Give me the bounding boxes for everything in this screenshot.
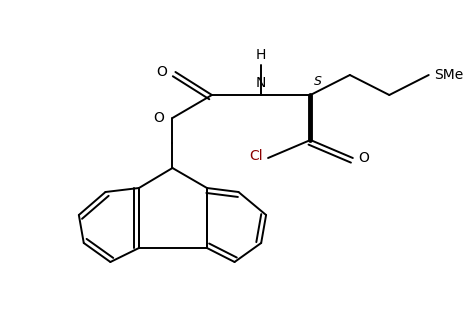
Text: S: S	[314, 75, 322, 88]
Text: O: O	[157, 65, 167, 79]
Text: N: N	[256, 76, 266, 90]
Text: H: H	[256, 48, 266, 62]
Text: O: O	[154, 111, 165, 125]
Text: Cl: Cl	[250, 149, 263, 163]
Text: SMe: SMe	[434, 68, 463, 82]
Text: O: O	[359, 151, 370, 165]
